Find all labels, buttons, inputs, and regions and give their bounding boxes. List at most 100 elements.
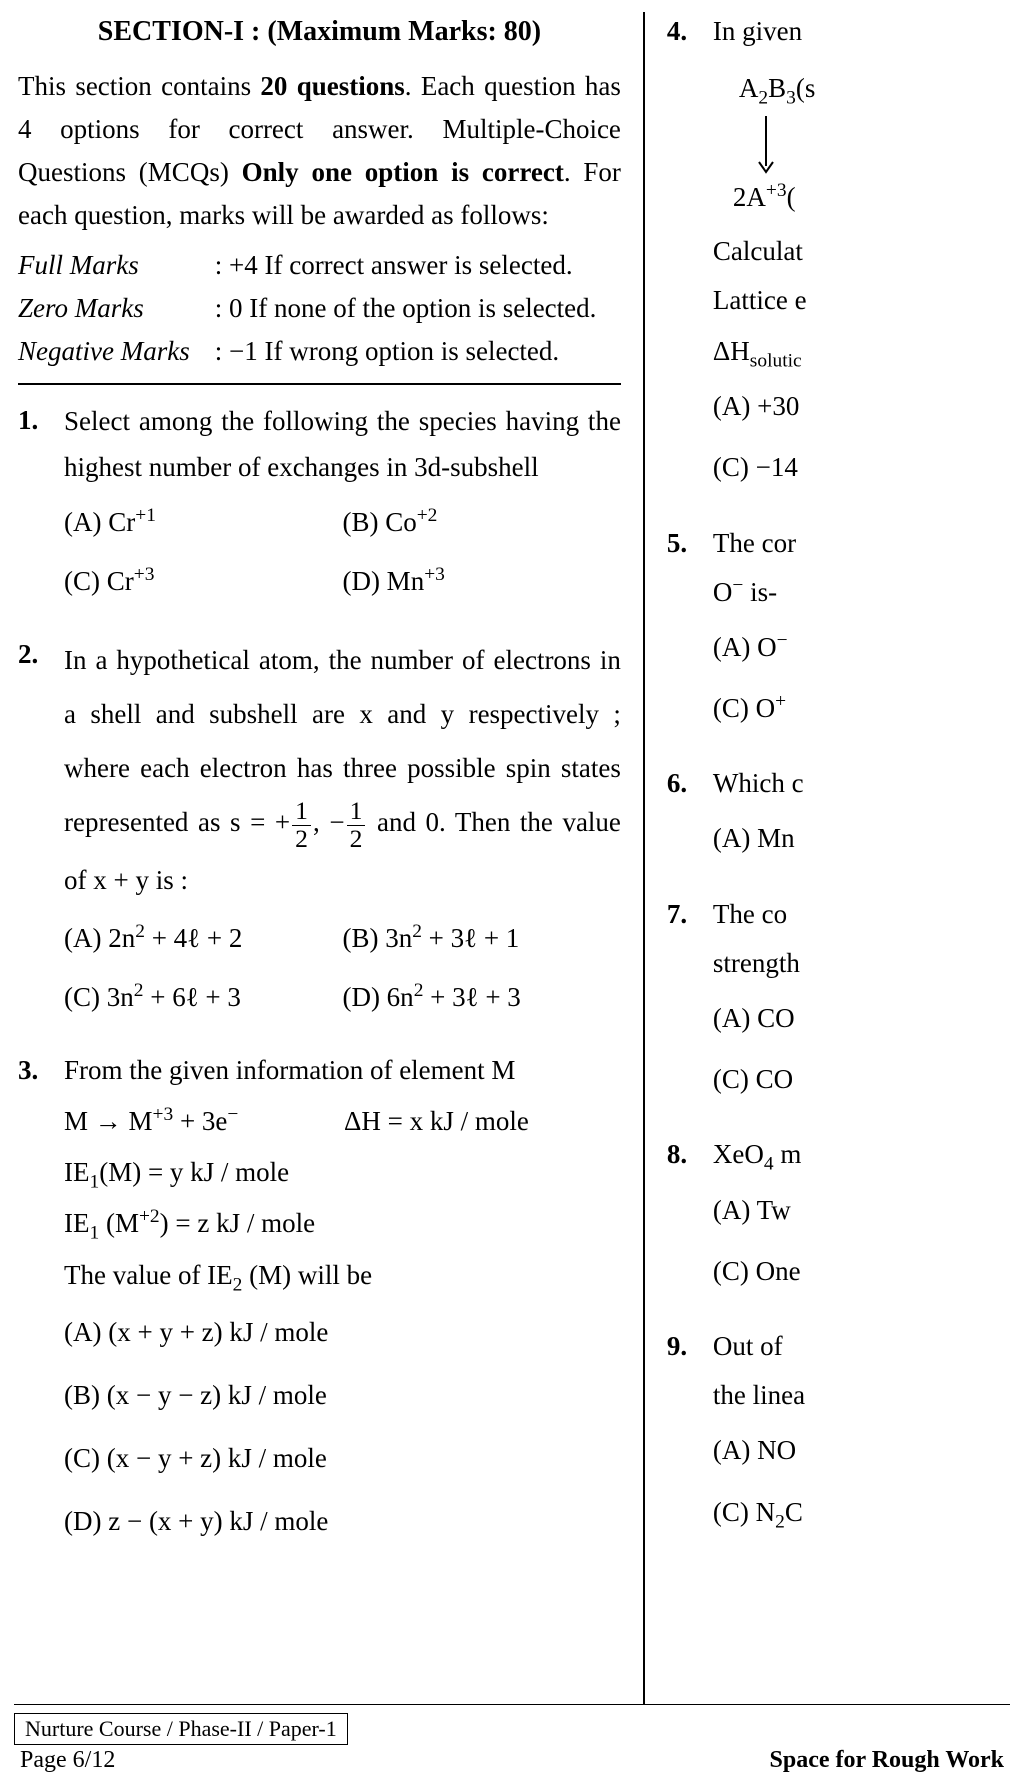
q3-option-d: (D) z − (x + y) kJ / mole bbox=[64, 1500, 621, 1543]
q5-a1: (A) O bbox=[713, 632, 777, 662]
q4-formula-2: 2A+3( bbox=[733, 176, 1024, 219]
q2-option-c: (C) 3n2 + 6ℓ + 3 bbox=[64, 976, 342, 1019]
zero-marks-row: Zero Marks : 0 If none of the option is … bbox=[18, 287, 621, 330]
q5-option-c: (C) O+ bbox=[713, 687, 1024, 730]
intro-text-1: This section contains bbox=[18, 71, 260, 101]
q4-lead: In given bbox=[713, 10, 1024, 53]
question-1: 1. Select among the following the specie… bbox=[18, 399, 621, 619]
q3-option-c: (C) (x − y + z) kJ / mole bbox=[64, 1437, 621, 1480]
q5-t2: O− is- bbox=[713, 571, 1024, 614]
q5-body: The cor O− is- (A) O− (C) O+ bbox=[713, 522, 1024, 749]
q3-ie1: IE1(M) = y kJ / mole bbox=[64, 1151, 621, 1194]
question-5: 5. The cor O− is- (A) O− (C) O+ bbox=[667, 522, 1024, 749]
q9-number: 9. bbox=[667, 1325, 713, 1552]
footer-line: Page 6/12 Space for Rough Work bbox=[0, 1745, 1024, 1774]
q4-f2a: 2A bbox=[733, 182, 766, 212]
q2-number: 2. bbox=[18, 633, 64, 1035]
q3-ie2: IE1 (M+2) = z kJ / mole bbox=[64, 1202, 621, 1245]
question-6: 6. Which c (A) Mn bbox=[667, 762, 1024, 878]
footer-rule bbox=[14, 1704, 1010, 1705]
q7-t2: strength bbox=[713, 942, 1024, 985]
q4-option-a: (A) +30 bbox=[713, 385, 1024, 428]
q8-sub: 4 bbox=[764, 1154, 774, 1175]
q2-f2-den: 2 bbox=[347, 826, 366, 853]
q3-lead: From the given information of element M bbox=[64, 1049, 621, 1092]
q2-body: In a hypothetical atom, the number of el… bbox=[64, 633, 621, 1035]
q5-csup: + bbox=[775, 691, 786, 712]
q9-c1: (C) N bbox=[713, 1497, 775, 1527]
footer-rough-work: Space for Rough Work bbox=[770, 1747, 1004, 1774]
q3-eq1sup: +3 bbox=[153, 1104, 174, 1125]
q1-option-c: (C) Cr+3 bbox=[64, 560, 342, 603]
footer-course-box: Nurture Course / Phase-II / Paper-1 bbox=[14, 1713, 348, 1745]
q4-f1a: A bbox=[739, 73, 759, 103]
q5-option-a: (A) O− bbox=[713, 626, 1024, 669]
q2-mid1: , − bbox=[313, 807, 345, 837]
section-divider bbox=[18, 383, 621, 385]
q4-number: 4. bbox=[667, 10, 713, 508]
left-column: SECTION-I : (Maximum Marks: 80) This sec… bbox=[18, 10, 643, 1704]
q3-ie1b: (M) = y kJ / mole bbox=[99, 1157, 289, 1187]
q2-d-sq: 2 bbox=[414, 980, 424, 1001]
q2-f1-num: 1 bbox=[292, 798, 311, 826]
q5-number: 5. bbox=[667, 522, 713, 749]
q3-ie2c: ) = z kJ / mole bbox=[160, 1208, 315, 1238]
q1-options: (A) Cr+1 (B) Co+2 (C) Cr+3 (D) Mn+3 bbox=[64, 501, 621, 619]
two-columns: SECTION-I : (Maximum Marks: 80) This sec… bbox=[0, 0, 1024, 1704]
q4-f1s2: 3 bbox=[786, 88, 796, 109]
q4-option-c: (C) −14 bbox=[713, 446, 1024, 489]
q7-body: The co strength (A) CO (C) CO bbox=[713, 893, 1024, 1120]
full-marks-label: Full Marks bbox=[18, 244, 208, 287]
full-marks-text: : +4 If correct answer is selected. bbox=[215, 250, 573, 280]
q2-b-sq: 2 bbox=[412, 921, 422, 942]
q3-ask: The value of IE2 (M) will be bbox=[64, 1254, 621, 1297]
q2-options: (A) 2n2 + 4ℓ + 2 (B) 3n2 + 3ℓ + 1 (C) 3n… bbox=[64, 917, 621, 1035]
q5-t1: The cor bbox=[713, 522, 1024, 565]
question-7: 7. The co strength (A) CO (C) CO bbox=[667, 893, 1024, 1120]
q1-d-sup: +3 bbox=[424, 564, 445, 585]
q7-number: 7. bbox=[667, 893, 713, 1120]
q8-option-c: (C) One bbox=[713, 1250, 1024, 1293]
q1-d-label: (D) Mn bbox=[342, 566, 424, 596]
q3-number: 3. bbox=[18, 1049, 64, 1564]
q3-ie1sub: 1 bbox=[89, 1172, 99, 1193]
q1-option-b: (B) Co+2 bbox=[342, 501, 620, 544]
q4-formula-1: A2B3(s bbox=[739, 67, 1024, 110]
q1-c-sup: +3 bbox=[134, 564, 155, 585]
section-intro: This section contains 20 questions. Each… bbox=[18, 65, 621, 238]
q9-t1: Out of bbox=[713, 1325, 1024, 1368]
q4-f2b: ( bbox=[787, 182, 796, 212]
q7-option-a: (A) CO bbox=[713, 997, 1024, 1040]
q4-dh: ΔHsolutic bbox=[713, 330, 1024, 373]
q6-body: Which c (A) Mn bbox=[713, 762, 1024, 878]
q8-text: XeO4 m bbox=[713, 1133, 1024, 1176]
q9-option-c: (C) N2C bbox=[713, 1491, 1024, 1534]
page: SECTION-I : (Maximum Marks: 80) This sec… bbox=[0, 0, 1024, 1774]
q2-frac-2: 12 bbox=[347, 798, 366, 853]
q2-b-1: (B) 3n bbox=[342, 923, 412, 953]
q4-dhsub: solutic bbox=[750, 350, 802, 371]
q1-number: 1. bbox=[18, 399, 64, 619]
q2-option-a: (A) 2n2 + 4ℓ + 2 bbox=[64, 917, 342, 960]
q2-a-1: (A) 2n bbox=[64, 923, 135, 953]
q3-ie2sub: 1 bbox=[89, 1223, 99, 1244]
q5-asup: − bbox=[777, 630, 788, 651]
q2-a-sq: 2 bbox=[135, 921, 145, 942]
q2-d-2: + 3ℓ + 3 bbox=[423, 982, 520, 1012]
right-column: 4. In given A2B3(s 2A+3( Calculat Lattic… bbox=[645, 10, 1024, 1704]
q3-eq1a: M → M bbox=[64, 1106, 153, 1136]
q6-option-a: (A) Mn bbox=[713, 817, 1024, 860]
q8-option-a: (A) Tw bbox=[713, 1189, 1024, 1232]
q9-body: Out of the linea (A) NO (C) N2C bbox=[713, 1325, 1024, 1552]
q3-eq1-left: M → M+3 + 3e− bbox=[64, 1100, 344, 1143]
full-marks-row: Full Marks : +4 If correct answer is sel… bbox=[18, 244, 621, 287]
q4-f1c: (s bbox=[796, 73, 816, 103]
q3-options: (A) (x + y + z) kJ / mole (B) (x − y − z… bbox=[64, 1311, 621, 1544]
q1-body: Select among the following the species h… bbox=[64, 399, 621, 619]
q8-number: 8. bbox=[667, 1133, 713, 1311]
q2-c-1: (C) 3n bbox=[64, 982, 134, 1012]
q2-a-2: + 4ℓ + 2 bbox=[145, 923, 242, 953]
q1-text: Select among the following the species h… bbox=[64, 399, 621, 491]
q1-a-label: (A) Cr bbox=[64, 507, 135, 537]
q3-ie2b: (M bbox=[99, 1208, 139, 1238]
